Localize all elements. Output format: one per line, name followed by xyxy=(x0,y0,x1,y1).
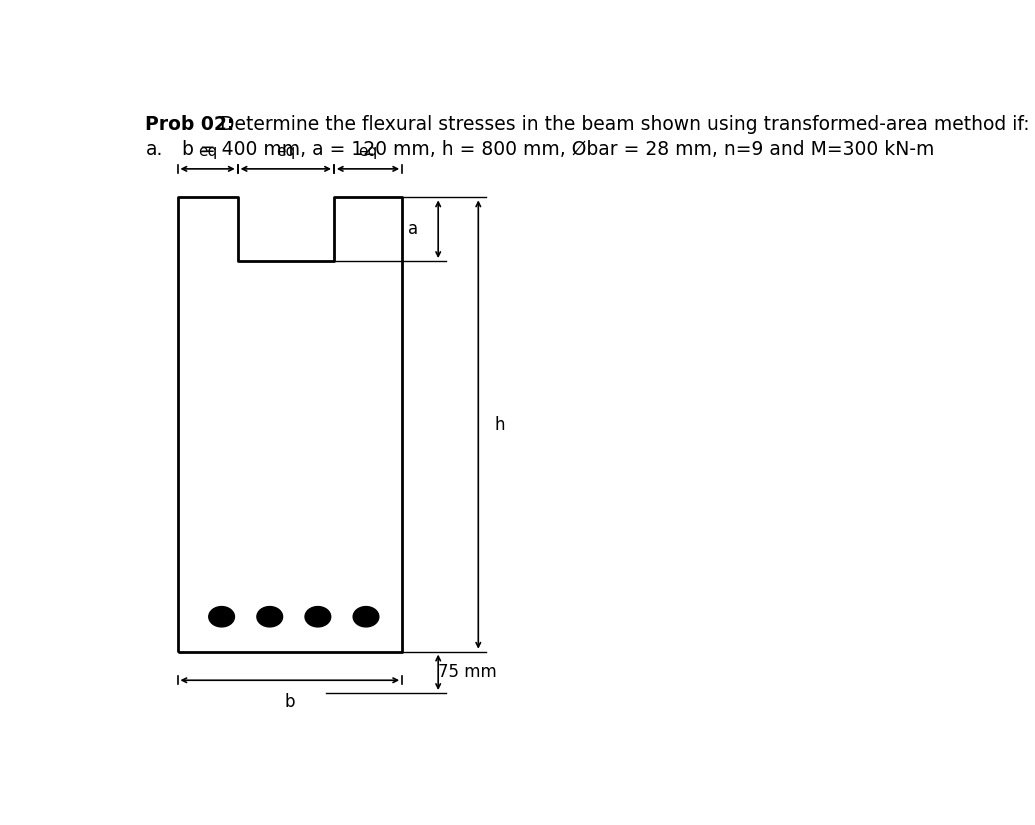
Text: eq: eq xyxy=(358,144,378,159)
Circle shape xyxy=(209,606,235,627)
Text: h: h xyxy=(495,416,505,434)
Circle shape xyxy=(257,606,283,627)
Text: b: b xyxy=(285,693,295,711)
Text: 75 mm: 75 mm xyxy=(438,663,497,681)
Text: b = 400 mm, a = 120 mm, h = 800 mm, Øbar = 28 mm, n=9 and M=300 kN-m: b = 400 mm, a = 120 mm, h = 800 mm, Øbar… xyxy=(181,140,934,159)
Text: a.: a. xyxy=(145,140,162,159)
Circle shape xyxy=(305,606,331,627)
Text: Determine the flexural stresses in the beam shown using transformed-area method : Determine the flexural stresses in the b… xyxy=(213,115,1029,134)
Text: eq: eq xyxy=(198,144,217,159)
Text: Prob 02:: Prob 02: xyxy=(145,115,235,134)
Circle shape xyxy=(353,606,379,627)
Text: a: a xyxy=(408,220,418,238)
Text: eq: eq xyxy=(276,144,295,159)
